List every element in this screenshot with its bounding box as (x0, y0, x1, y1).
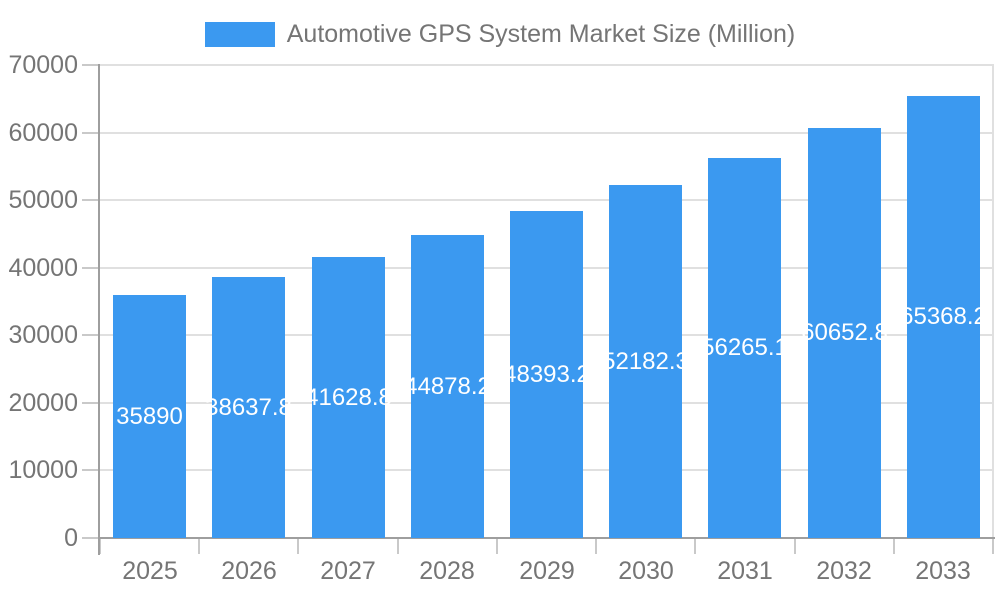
y-axis-label-30000: 30000 (8, 321, 78, 349)
x-tick (496, 539, 498, 554)
y-tick (82, 267, 100, 269)
legend-swatch (204, 21, 275, 47)
bar-value-label: 52182.3 (602, 347, 689, 375)
x-tick (694, 539, 696, 554)
y-axis-line (98, 64, 100, 555)
x-tick (99, 539, 101, 554)
legend[interactable]: Automotive GPS System Market Size (Milli… (0, 20, 1000, 48)
y-tick (82, 64, 100, 66)
y-axis-label-0: 0 (64, 524, 78, 552)
y-axis-label-10000: 10000 (8, 456, 78, 484)
x-axis-label-2027: 2027 (320, 557, 376, 585)
bar-2027[interactable]: 41628.8 (305, 257, 392, 538)
plot-right-border (992, 64, 994, 539)
bar-value-label: 65368.2 (900, 303, 987, 330)
y-tick (82, 537, 100, 539)
bar-value-label: 35890 (116, 402, 183, 430)
legend-label: Automotive GPS System Market Size (Milli… (286, 20, 796, 48)
y-axis-label-50000: 50000 (8, 186, 78, 214)
y-tick (82, 199, 100, 201)
x-axis-label-2032: 2032 (816, 557, 872, 585)
x-axis-label-2030: 2030 (618, 557, 674, 585)
x-tick (595, 539, 597, 554)
y-gridline (100, 132, 993, 134)
bar-2029[interactable]: 48393.2 (503, 211, 590, 538)
x-axis-label-2025: 2025 (122, 557, 178, 585)
x-tick (794, 539, 796, 554)
bar-2030[interactable]: 52182.3 (602, 185, 689, 538)
x-axis-label-2029: 2029 (519, 557, 575, 585)
y-axis-label-70000: 70000 (8, 51, 78, 79)
x-tick (992, 539, 994, 554)
x-tick (893, 539, 895, 554)
y-tick (82, 402, 100, 404)
x-axis-label-2033: 2033 (915, 557, 971, 585)
y-gridline (100, 199, 993, 201)
y-tick (82, 334, 100, 336)
bar-2026[interactable]: 38637.8 (205, 277, 292, 538)
bar-2033[interactable]: 65368.2 (900, 96, 987, 538)
bar-value-label: 56265.1 (701, 334, 788, 361)
bar-2031[interactable]: 56265.1 (701, 158, 788, 538)
bar-2028[interactable]: 44878.2 (404, 235, 491, 538)
y-tick (82, 469, 100, 471)
x-tick (397, 539, 399, 554)
bar-value-label: 48393.2 (503, 360, 590, 388)
y-axis-label-40000: 40000 (8, 254, 78, 282)
x-axis-line (98, 537, 995, 539)
x-tick (198, 539, 200, 554)
y-axis-label-20000: 20000 (8, 389, 78, 417)
y-gridline (100, 64, 993, 66)
bar-value-label: 38637.8 (205, 393, 292, 421)
y-axis-label-60000: 60000 (8, 119, 78, 147)
x-axis-label-2031: 2031 (717, 557, 773, 585)
x-tick (297, 539, 299, 554)
x-axis-label-2028: 2028 (419, 557, 475, 585)
bar-value-label: 41628.8 (305, 383, 392, 411)
y-tick (82, 132, 100, 134)
x-axis-label-2026: 2026 (221, 557, 277, 585)
bar-2032[interactable]: 60652.8 (801, 128, 888, 538)
bar-2025[interactable]: 35890 (113, 295, 186, 538)
bar-value-label: 44878.2 (404, 372, 491, 400)
bar-value-label: 60652.8 (801, 319, 888, 346)
